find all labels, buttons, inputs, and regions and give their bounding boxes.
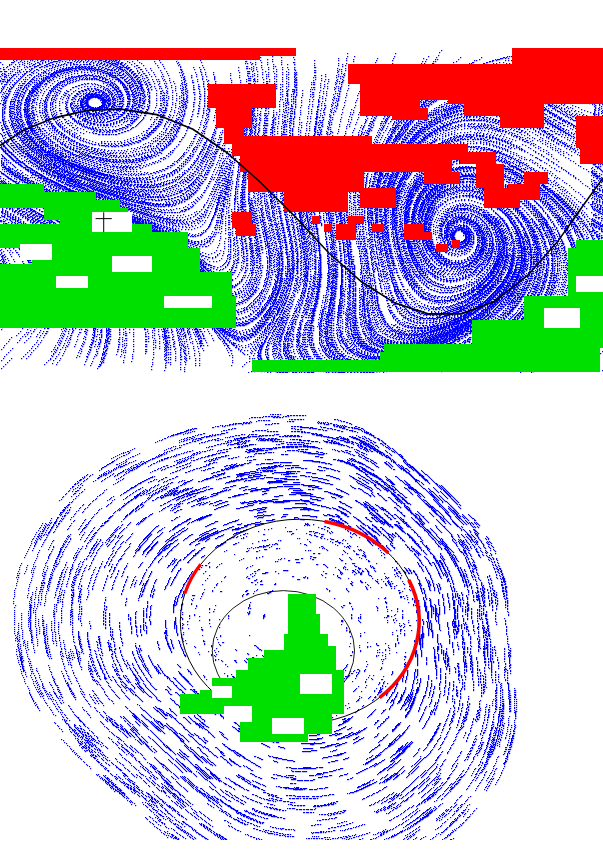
polar-map-canvas xyxy=(0,410,603,840)
azimuthal-projection-panel xyxy=(0,410,603,840)
equirectangular-map-panel xyxy=(0,48,603,373)
global-map-canvas xyxy=(0,48,603,373)
